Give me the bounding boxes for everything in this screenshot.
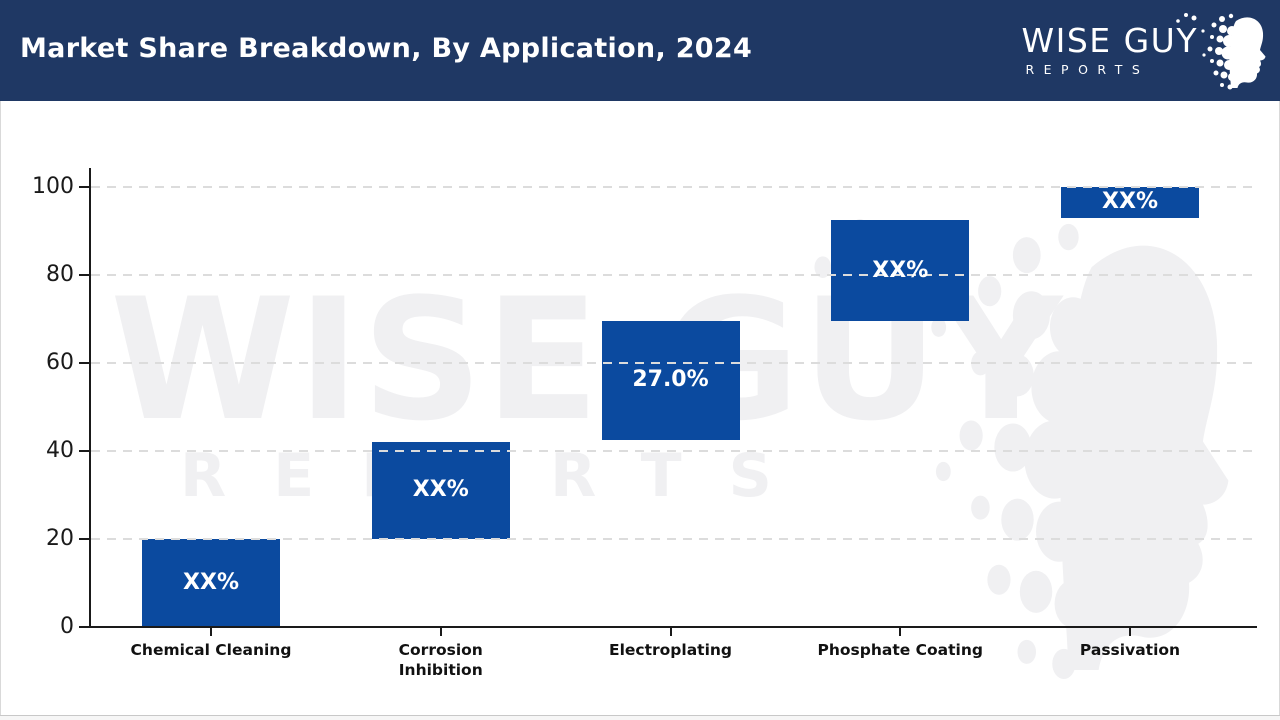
- watermark-face-icon: [814, 219, 1229, 679]
- x-tick-corrosion-inhibition: [439, 628, 442, 636]
- x-tick-passivation: [1129, 628, 1131, 636]
- logo-face-icon: [1176, 12, 1266, 89]
- bar-phosphate-coating: [831, 219, 970, 322]
- bar-label-phosphate-coating: XX%: [872, 257, 929, 283]
- bar-passivation: [1061, 187, 1199, 218]
- gridline-60: [91, 361, 1256, 364]
- y-tick-100: [79, 186, 89, 188]
- bar-corrosion-inhibition: [371, 441, 510, 539]
- y-tick-80: [79, 273, 89, 276]
- header: Market Share Breakdown, By Application, …: [0, 0, 1280, 101]
- y-tick-60: [79, 361, 89, 364]
- y-tick-label-100: 100: [32, 174, 74, 199]
- x-tick-label-electroplating: Electroplating: [608, 641, 733, 659]
- bar-electroplating: [601, 321, 740, 440]
- gridline-80: [91, 273, 1256, 276]
- gridline-100: [91, 186, 1256, 188]
- wiseguy-logo: WISE GUY REPORTS: [1021, 9, 1268, 93]
- bar-label-electroplating: 27.0%: [632, 367, 709, 393]
- x-tick-phosphate-coating: [899, 628, 902, 636]
- y-tick-20: [79, 537, 89, 540]
- gridline-40: [91, 449, 1256, 452]
- x-tick-label-corrosion-inhibition: Corrosion Inhibition: [398, 641, 483, 679]
- y-tick-40: [79, 449, 89, 452]
- x-tick-electroplating: [669, 628, 672, 636]
- x-tick-chemical-cleaning: [210, 628, 212, 636]
- page-title: Market Share Breakdown, By Application, …: [20, 33, 753, 64]
- bar-label-passivation: XX%: [1102, 189, 1158, 215]
- x-tick-label-chemical-cleaning: Chemical Cleaning: [130, 641, 292, 659]
- y-tick-0: [79, 625, 89, 628]
- logo-subtext: REPORTS: [1025, 61, 1150, 77]
- y-tick-label-80: 80: [46, 261, 74, 287]
- y-tick-label-60: 60: [46, 349, 74, 375]
- y-axis-line: [89, 168, 91, 628]
- bar-chemical-cleaning: [142, 538, 280, 627]
- bar-label-chemical-cleaning: XX%: [183, 569, 239, 595]
- x-tick-label-phosphate-coating: Phosphate Coating: [817, 641, 983, 659]
- x-axis-line: [89, 626, 1257, 628]
- bottom-strip: [0, 715, 1280, 720]
- x-tick-label-passivation: Passivation: [1079, 641, 1181, 659]
- y-tick-label-0: 0: [60, 613, 74, 639]
- gridline-20: [91, 537, 1256, 540]
- y-tick-label-20: 20: [46, 525, 74, 551]
- logo-wordmark: WISE GUY: [1021, 21, 1198, 61]
- y-tick-label-40: 40: [46, 437, 74, 463]
- logo-text: WISE GUY REPORTS: [1021, 24, 1198, 77]
- bar-label-corrosion-inhibition: XX%: [412, 477, 469, 503]
